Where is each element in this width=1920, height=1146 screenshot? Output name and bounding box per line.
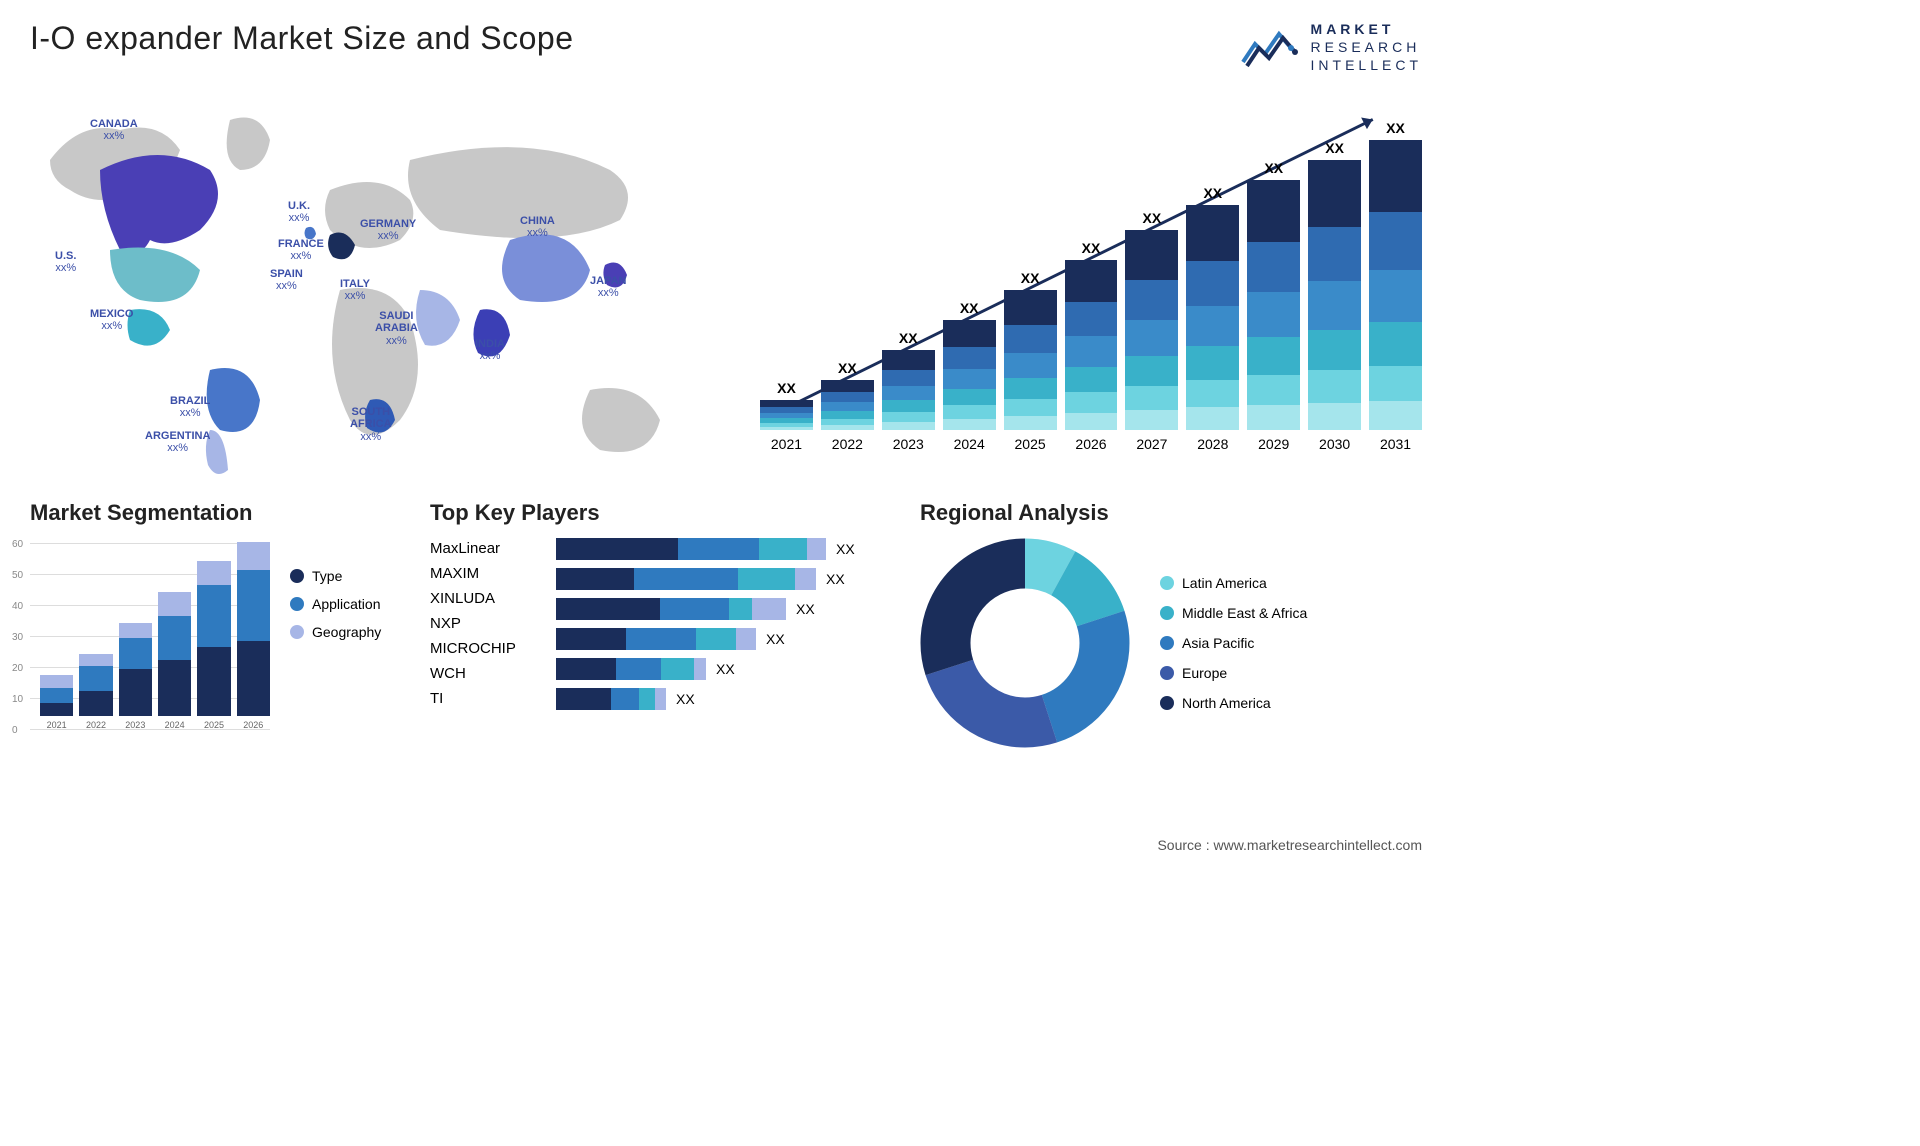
- logo-line1: MARKET: [1311, 20, 1422, 38]
- map-label-saudi-arabia: SAUDIARABIAxx%: [375, 310, 418, 348]
- kp-name-nxp: NXP: [430, 615, 540, 632]
- map-label-china: CHINAxx%: [520, 215, 555, 240]
- forecast-bar-2022: XX2022: [821, 360, 874, 452]
- map-label-u-k-: U.K.xx%: [288, 200, 310, 225]
- region-legend-middle-east-africa: Middle East & Africa: [1160, 605, 1307, 621]
- region-legend-latin-america: Latin America: [1160, 575, 1307, 591]
- seg-bar-2025: 2025: [197, 561, 230, 730]
- seg-bar-2022: 2022: [79, 654, 112, 730]
- seg-legend-type: Type: [290, 568, 381, 584]
- kp-bar-row-0: XX: [556, 538, 900, 560]
- brand-logo: MARKET RESEARCH INTELLECT: [1241, 20, 1422, 75]
- segmentation-title: Market Segmentation: [30, 500, 410, 526]
- region-legend-north-america: North America: [1160, 695, 1307, 711]
- map-label-south-africa: SOUTHAFRICAxx%: [350, 406, 392, 444]
- source-text: Source : www.marketresearchintellect.com: [1157, 837, 1422, 853]
- kp-bar-row-3: XX: [556, 628, 900, 650]
- regional-donut: [920, 538, 1130, 748]
- page-title: I-O expander Market Size and Scope: [30, 20, 574, 57]
- forecast-bar-2031: XX2031: [1369, 120, 1422, 452]
- main-forecast-chart: XX2021XX2022XX2023XX2024XX2025XX2026XX20…: [760, 100, 1422, 480]
- key-players-title: Top Key Players: [430, 500, 900, 526]
- forecast-bar-2024: XX2024: [943, 300, 996, 452]
- map-label-italy: ITALYxx%: [340, 278, 370, 303]
- world-map: CANADAxx% U.S.xx% MEXICOxx% BRAZILxx% ARGENT…: [30, 100, 730, 480]
- region-legend-asia-pacific: Asia Pacific: [1160, 635, 1307, 651]
- map-label-canada: CANADAxx%: [90, 118, 138, 143]
- kp-bar-row-4: XX: [556, 658, 900, 680]
- forecast-bar-2023: XX2023: [882, 330, 935, 452]
- regional-section: Regional Analysis Latin America Middle Ea…: [920, 500, 1422, 748]
- forecast-bar-2030: XX2030: [1308, 140, 1361, 452]
- regional-title: Regional Analysis: [920, 500, 1422, 526]
- segmentation-section: Market Segmentation 01020304050602021202…: [30, 500, 410, 748]
- seg-legend-geography: Geography: [290, 624, 381, 640]
- kp-name-maxim: MAXIM: [430, 565, 540, 582]
- map-label-u-s-: U.S.xx%: [55, 250, 76, 275]
- kp-bar-row-2: XX: [556, 598, 900, 620]
- map-label-argentina: ARGENTINAxx%: [145, 430, 210, 455]
- kp-name-xinluda: XINLUDA: [430, 590, 540, 607]
- kp-name-ti: TI: [430, 690, 540, 707]
- key-players-section: Top Key Players MaxLinear MAXIM XINLUDA NXP…: [430, 500, 900, 748]
- forecast-bar-2021: XX2021: [760, 380, 813, 452]
- map-label-india: INDIAxx%: [475, 338, 505, 363]
- map-label-brazil: BRAZILxx%: [170, 395, 210, 420]
- kp-name-wch: WCH: [430, 665, 540, 682]
- map-label-japan: JAPANxx%: [590, 275, 626, 300]
- logo-line2: RESEARCH: [1311, 38, 1422, 56]
- seg-bar-2026: 2026: [237, 542, 270, 730]
- logo-line3: INTELLECT: [1311, 56, 1422, 74]
- map-label-mexico: MEXICOxx%: [90, 308, 133, 333]
- forecast-bar-2029: XX2029: [1247, 160, 1300, 452]
- map-label-spain: SPAINxx%: [270, 268, 303, 293]
- seg-bar-2021: 2021: [40, 675, 73, 729]
- kp-bar-row-1: XX: [556, 568, 900, 590]
- kp-name-microchip: MICROCHIP: [430, 640, 540, 657]
- forecast-bar-2027: XX2027: [1125, 210, 1178, 452]
- seg-legend-application: Application: [290, 596, 381, 612]
- seg-bar-2023: 2023: [119, 623, 152, 730]
- map-label-germany: GERMANYxx%: [360, 218, 416, 243]
- seg-bar-2024: 2024: [158, 592, 191, 730]
- forecast-bar-2028: XX2028: [1186, 185, 1239, 452]
- kp-bar-row-5: XX: [556, 688, 900, 710]
- kp-name-maxlinear: MaxLinear: [430, 540, 540, 557]
- forecast-bar-2025: XX2025: [1004, 270, 1057, 452]
- region-legend-europe: Europe: [1160, 665, 1307, 681]
- map-label-france: FRANCExx%: [278, 238, 324, 263]
- forecast-bar-2026: XX2026: [1065, 240, 1118, 452]
